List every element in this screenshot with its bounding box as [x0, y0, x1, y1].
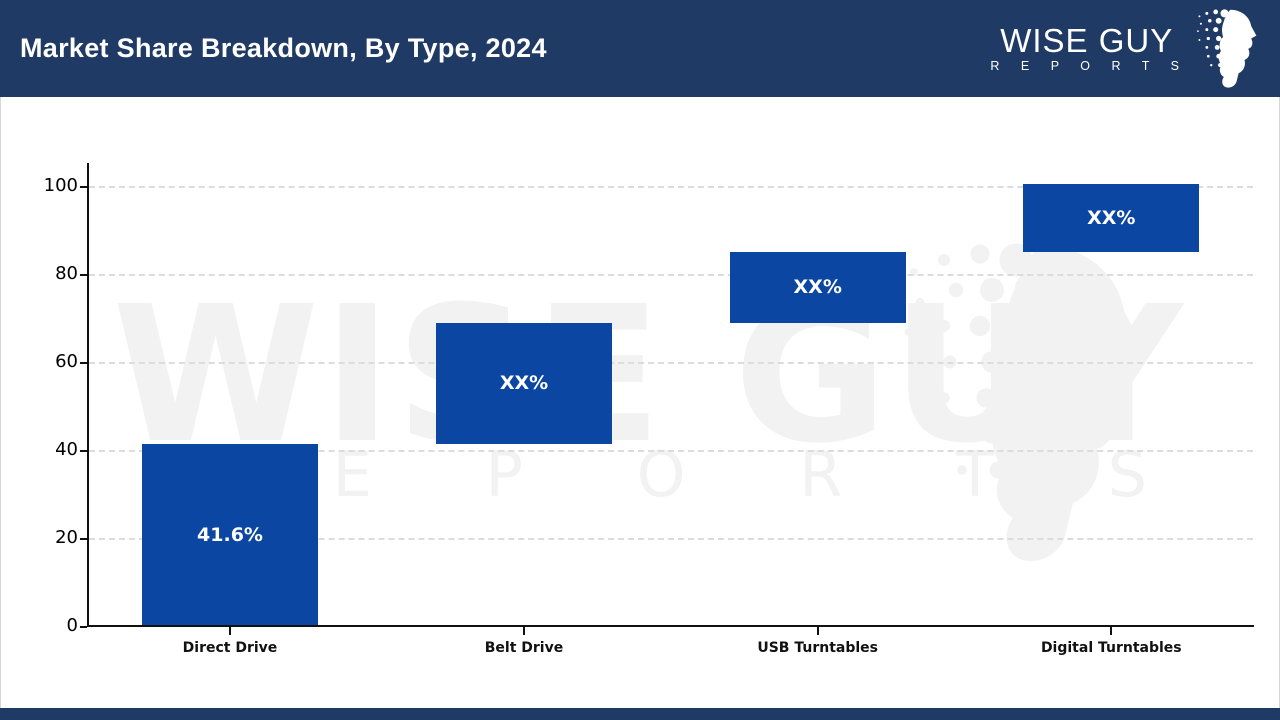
brand-logo-subtitle: R E P O R T S	[990, 59, 1188, 74]
x-axis-label-digital-turntables: Digital Turntables	[1040, 640, 1182, 656]
x-tick-mark	[523, 627, 525, 635]
y-tick-mark	[80, 274, 87, 276]
x-axis-label-usb-turntables: USB Turntables	[757, 640, 878, 656]
bar-value-label: XX%	[1087, 207, 1136, 230]
y-tick-mark	[80, 538, 87, 540]
gridline-80	[89, 274, 1253, 276]
page-title: Market Share Breakdown, By Type, 2024	[20, 33, 547, 63]
brand-logo: WISE GUY R E P O R T S	[985, 6, 1266, 91]
header-bar: Market Share Breakdown, By Type, 2024 WI…	[0, 0, 1280, 97]
y-axis-line	[87, 163, 89, 627]
bar-value-label: 41.6%	[197, 524, 263, 547]
x-tick-mark	[1110, 627, 1113, 635]
y-tick-label: 100	[43, 175, 78, 196]
head-profile-dots-icon	[1192, 6, 1266, 91]
watermark-subtext: R E P O R T S	[176, 438, 1194, 511]
y-tick-label: 80	[55, 263, 78, 284]
brand-logo-text: WISE GUY R E P O R T S	[985, 21, 1188, 74]
brand-logo-name: WISE GUY	[1000, 21, 1174, 59]
y-tick-label: 60	[55, 351, 78, 372]
gridline-100	[89, 186, 1253, 188]
y-tick-mark	[80, 450, 87, 452]
watermark-head-icon	[884, 230, 1184, 579]
bar-direct-drive: 41.6%	[142, 443, 318, 627]
x-axis-label-direct-drive: Direct Drive	[182, 640, 278, 656]
bar-digital-turntables: XX%	[1023, 184, 1200, 253]
y-tick-label: 0	[66, 615, 78, 636]
bar-belt-drive: XX%	[436, 322, 612, 444]
bar-value-label: XX%	[499, 372, 549, 395]
bar-value-label: XX%	[793, 276, 842, 299]
gridline-60	[89, 362, 1253, 364]
gridline-40	[89, 450, 1253, 452]
y-tick-label: 20	[55, 527, 78, 548]
x-axis-label-belt-drive: Belt Drive	[484, 640, 564, 656]
y-tick-mark	[80, 186, 87, 188]
x-axis-line	[88, 625, 1254, 627]
y-tick-label: 40	[55, 439, 78, 460]
gridline-20	[89, 538, 1253, 540]
y-tick-mark	[80, 362, 87, 364]
x-tick-mark	[229, 627, 231, 635]
y-tick-mark	[80, 626, 87, 628]
footer-bar	[0, 708, 1280, 720]
bar-usb-turntables: XX%	[729, 252, 906, 323]
x-tick-mark	[816, 627, 819, 635]
